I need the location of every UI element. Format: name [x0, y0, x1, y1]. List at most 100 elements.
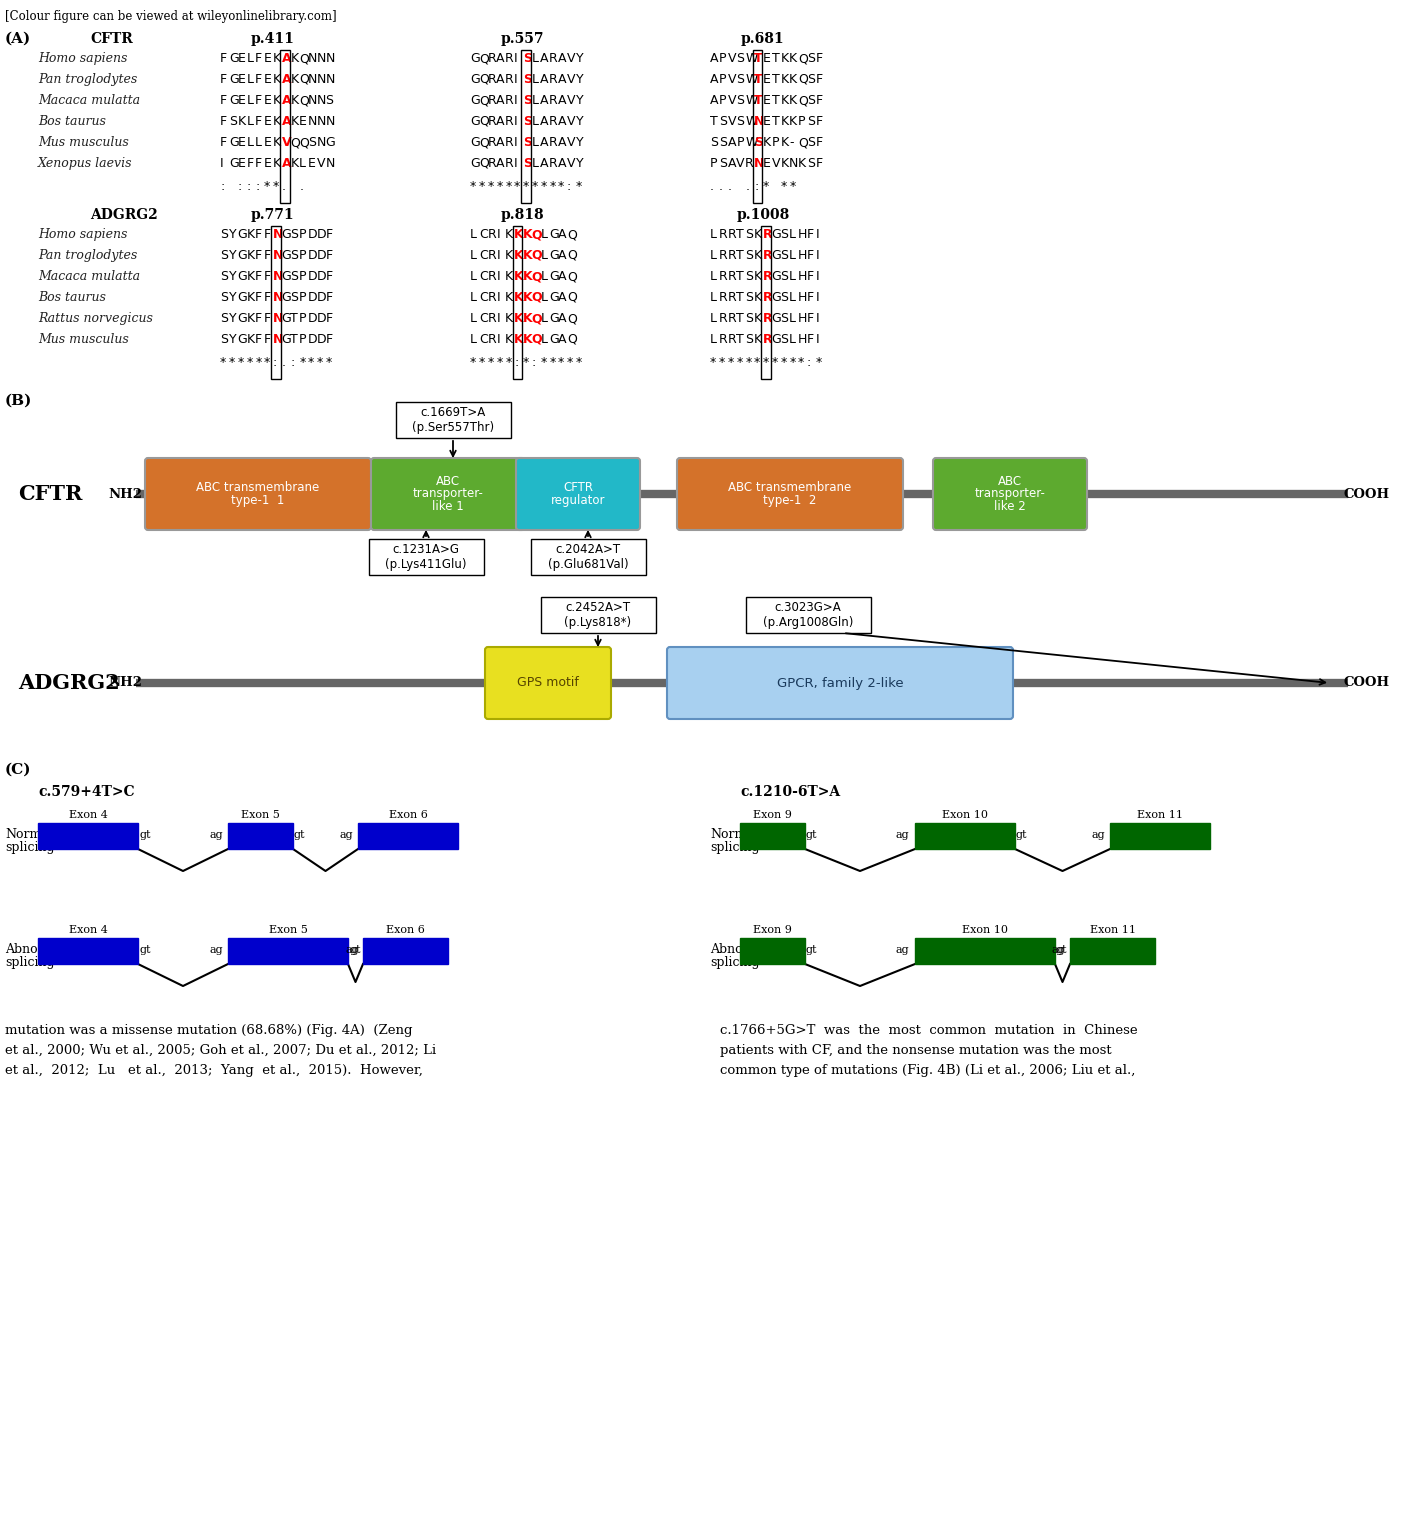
Text: E: E	[264, 52, 272, 64]
Text: F: F	[264, 313, 271, 325]
Text: p.818: p.818	[501, 208, 545, 222]
Text: R: R	[488, 250, 496, 262]
Text: F: F	[247, 156, 254, 170]
Text: Y: Y	[228, 270, 237, 283]
Text: S: S	[220, 270, 228, 283]
Text: S: S	[523, 93, 532, 107]
Text: K: K	[513, 313, 523, 325]
Text: (p.Arg1008Gln): (p.Arg1008Gln)	[763, 616, 854, 630]
Text: H: H	[798, 270, 807, 283]
Text: *: *	[576, 355, 581, 369]
Text: L: L	[710, 291, 718, 303]
Text: ag: ag	[339, 830, 353, 840]
Text: F: F	[255, 52, 262, 64]
Text: A: A	[727, 156, 736, 170]
Text: V: V	[727, 93, 736, 107]
Text: V: V	[771, 156, 780, 170]
Text: Y: Y	[576, 115, 583, 129]
Text: G: G	[469, 136, 479, 149]
Text: gt: gt	[1017, 830, 1028, 840]
Text: G: G	[549, 228, 559, 241]
Text: I: I	[815, 250, 820, 262]
Text: E: E	[238, 93, 245, 107]
Text: F: F	[255, 156, 262, 170]
Text: L: L	[247, 93, 254, 107]
Text: S: S	[780, 313, 788, 325]
Text: K: K	[272, 136, 281, 149]
Text: Pan troglodytes: Pan troglodytes	[38, 250, 138, 262]
Text: *: *	[540, 179, 547, 193]
Text: c.1210-6T>A: c.1210-6T>A	[740, 784, 839, 800]
Text: .: .	[719, 179, 723, 193]
Text: F: F	[326, 270, 333, 283]
Text: K: K	[763, 136, 771, 149]
Text: S: S	[746, 270, 753, 283]
Text: S: S	[220, 250, 228, 262]
Text: CFTR: CFTR	[89, 32, 133, 46]
Text: S: S	[746, 313, 753, 325]
Text: splicing: splicing	[710, 956, 760, 970]
Text: L: L	[710, 228, 718, 241]
Text: *: *	[272, 179, 279, 193]
Text: Mus musculus: Mus musculus	[38, 136, 129, 149]
Text: G: G	[282, 291, 291, 303]
Text: A: A	[710, 74, 719, 86]
Text: *: *	[220, 355, 227, 369]
FancyBboxPatch shape	[372, 458, 525, 530]
Text: F: F	[220, 136, 227, 149]
Text: *: *	[771, 355, 778, 369]
Text: G: G	[771, 228, 781, 241]
Text: Y: Y	[228, 332, 237, 346]
Text: D: D	[308, 313, 318, 325]
Text: *: *	[264, 355, 271, 369]
Text: P: P	[299, 313, 306, 325]
Text: A: A	[496, 93, 505, 107]
Bar	[363, 938, 448, 964]
Text: *: *	[505, 179, 512, 193]
Text: R: R	[727, 313, 736, 325]
Text: D: D	[316, 250, 326, 262]
Text: G: G	[469, 74, 479, 86]
Text: S: S	[220, 228, 228, 241]
Bar	[522, 51, 532, 204]
Text: F: F	[255, 115, 262, 129]
Text: A: A	[559, 156, 567, 170]
Text: E: E	[264, 74, 272, 86]
Text: patients with CF, and the nonsense mutation was the most: patients with CF, and the nonsense mutat…	[720, 1043, 1112, 1057]
Text: F: F	[255, 270, 262, 283]
Text: R: R	[719, 313, 727, 325]
Text: :: :	[272, 355, 277, 369]
Text: V: V	[567, 136, 576, 149]
Text: S: S	[291, 228, 298, 241]
Text: *: *	[549, 355, 556, 369]
Text: R: R	[719, 228, 727, 241]
Text: K: K	[291, 115, 299, 129]
Text: S: S	[807, 115, 815, 129]
Text: P: P	[299, 291, 306, 303]
Text: gt: gt	[349, 945, 360, 954]
Text: G: G	[282, 228, 291, 241]
Bar	[396, 401, 510, 438]
Text: gt: gt	[805, 830, 818, 840]
Text: G: G	[771, 250, 781, 262]
Text: I: I	[496, 228, 501, 241]
Text: (C): (C)	[6, 763, 31, 777]
Text: L: L	[469, 250, 476, 262]
Text: K: K	[272, 93, 281, 107]
Text: T: T	[710, 115, 718, 129]
Text: A: A	[282, 93, 291, 107]
Text: A: A	[496, 115, 505, 129]
Text: N: N	[790, 156, 798, 170]
Text: ag: ag	[208, 830, 223, 840]
Text: I: I	[496, 313, 501, 325]
Text: R: R	[763, 228, 773, 241]
Text: c.1669T>A: c.1669T>A	[420, 406, 485, 418]
Text: Q: Q	[532, 332, 542, 346]
Text: G: G	[549, 250, 559, 262]
Text: S: S	[523, 156, 532, 170]
Text: I: I	[815, 313, 820, 325]
Text: COOH: COOH	[1344, 677, 1390, 689]
Text: *: *	[238, 355, 244, 369]
Text: P: P	[299, 332, 306, 346]
Text: R: R	[488, 93, 496, 107]
